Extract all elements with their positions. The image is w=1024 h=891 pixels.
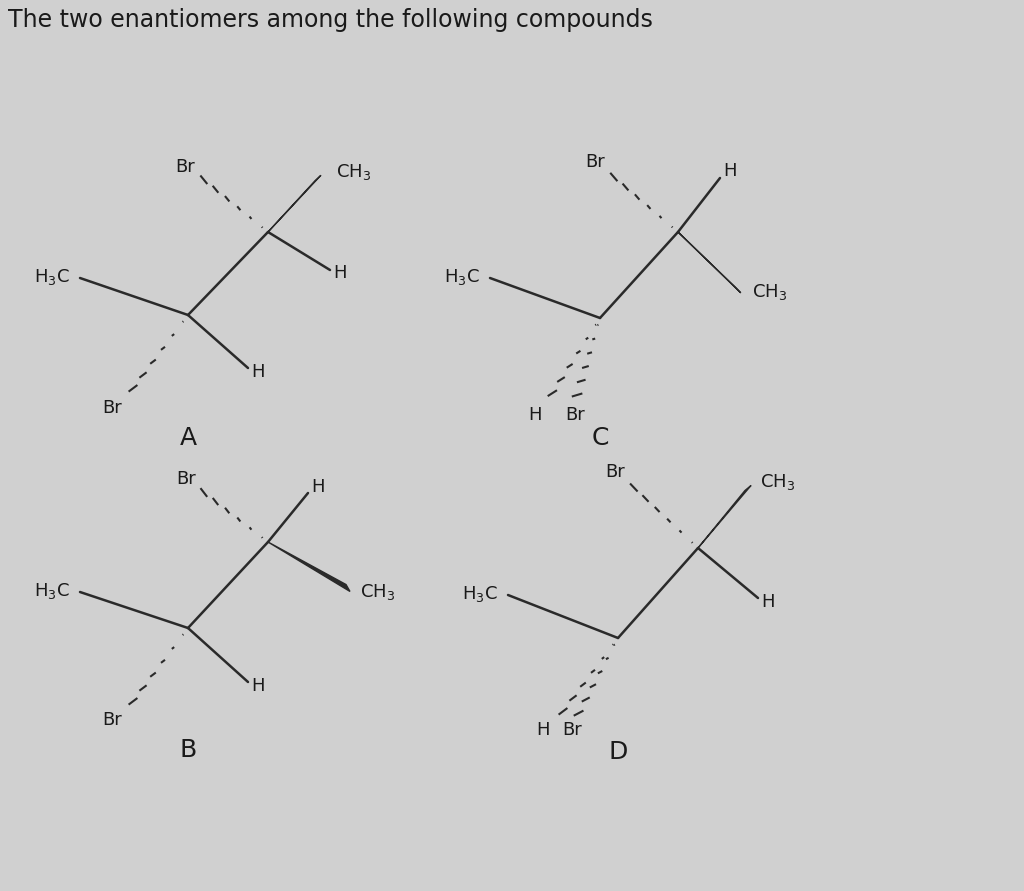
Text: H: H bbox=[537, 721, 550, 739]
Text: C: C bbox=[591, 426, 608, 450]
Text: H: H bbox=[761, 593, 775, 611]
Text: Br: Br bbox=[605, 463, 625, 481]
Polygon shape bbox=[268, 542, 350, 592]
Text: B: B bbox=[179, 738, 197, 762]
Text: Br: Br bbox=[585, 153, 605, 171]
Text: Br: Br bbox=[565, 406, 585, 424]
Text: $\mathregular{CH_3}$: $\mathregular{CH_3}$ bbox=[752, 282, 787, 302]
Text: Br: Br bbox=[562, 721, 582, 739]
Text: Br: Br bbox=[176, 470, 196, 488]
Text: H: H bbox=[528, 406, 542, 424]
Text: $\mathregular{H_3C}$: $\mathregular{H_3C}$ bbox=[444, 267, 480, 287]
Polygon shape bbox=[698, 486, 751, 548]
Text: Br: Br bbox=[102, 399, 122, 417]
Text: H: H bbox=[251, 677, 265, 695]
Text: H: H bbox=[251, 363, 265, 381]
Text: The two enantiomers among the following compounds: The two enantiomers among the following … bbox=[8, 8, 653, 32]
Text: $\mathregular{CH_3}$: $\mathregular{CH_3}$ bbox=[336, 162, 372, 182]
Text: $\mathregular{H_3C}$: $\mathregular{H_3C}$ bbox=[34, 267, 70, 287]
Text: $\mathregular{CH_3}$: $\mathregular{CH_3}$ bbox=[760, 472, 796, 492]
Text: $\mathregular{CH_3}$: $\mathregular{CH_3}$ bbox=[360, 582, 395, 602]
Text: $\mathregular{H_3C}$: $\mathregular{H_3C}$ bbox=[34, 581, 70, 601]
Text: H: H bbox=[333, 264, 347, 282]
Polygon shape bbox=[268, 176, 321, 232]
Text: A: A bbox=[179, 426, 197, 450]
Text: $\mathregular{H_3C}$: $\mathregular{H_3C}$ bbox=[462, 584, 498, 604]
Text: D: D bbox=[608, 740, 628, 764]
Text: H: H bbox=[723, 162, 736, 180]
Text: Br: Br bbox=[102, 711, 122, 729]
Text: H: H bbox=[311, 478, 325, 496]
Text: Br: Br bbox=[175, 158, 195, 176]
Polygon shape bbox=[678, 232, 740, 293]
